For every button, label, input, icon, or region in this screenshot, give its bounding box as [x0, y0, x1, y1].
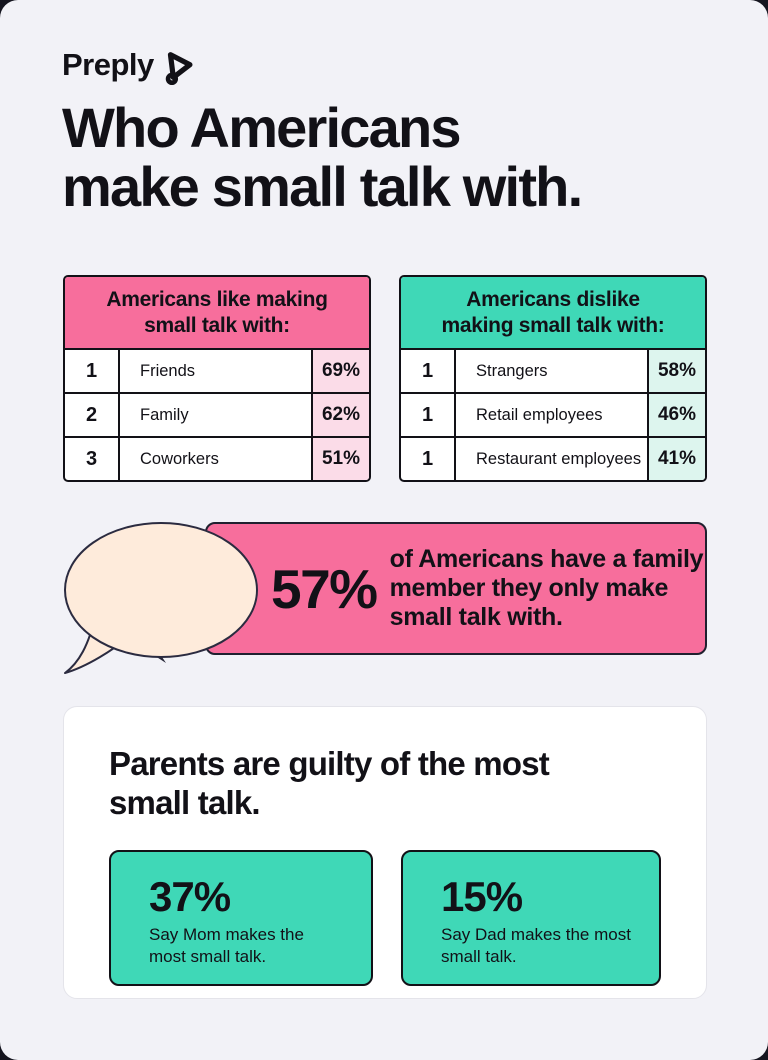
brand-wordmark: Preply [62, 47, 154, 82]
table-row: 1 Restaurant employees 41% [401, 438, 705, 480]
rank-cell: 3 [65, 438, 120, 480]
rank-cell: 1 [65, 350, 120, 392]
mom-stat-value: 37% [149, 872, 231, 920]
like-small-talk-table: Americans like making small talk with: 1… [63, 275, 371, 482]
value-cell: 58% [649, 350, 705, 392]
rank-cell: 2 [65, 394, 120, 436]
label-cell: Restaurant employees [456, 438, 649, 480]
table-row: 2 Family 62% [65, 394, 369, 438]
value-cell: 51% [313, 438, 369, 480]
mom-stat-box: 37% Say Mom makes the most small talk. [109, 849, 373, 986]
dad-stat-value: 15% [441, 872, 523, 920]
like-table-header: Americans like making small talk with: [65, 277, 369, 350]
brand-logo: Preply [62, 46, 197, 85]
preply-logo-icon [165, 52, 193, 85]
value-cell: 46% [649, 394, 705, 436]
rank-cell: 1 [401, 394, 456, 436]
dislike-small-talk-table: Americans dislike making small talk with… [399, 275, 707, 482]
page-title-line1: Who Americans [62, 96, 462, 159]
dislike-table-header: Americans dislike making small talk with… [401, 277, 705, 350]
value-cell: 41% [649, 438, 705, 480]
table-row: 1 Strangers 58% [401, 350, 705, 394]
dad-stat-box: 15% Say Dad makes the most small talk. [401, 849, 661, 986]
table-row: 1 Retail employees 46% [401, 394, 705, 438]
banner-stat-text: of Americans have a family member they o… [389, 545, 704, 631]
page-title: Who Americans make small talk with. [62, 98, 722, 217]
family-stat-banner: 57% of Americans have a family member th… [205, 522, 707, 655]
label-cell: Coworkers [120, 438, 313, 480]
parents-card: Parents are guilty of the most small tal… [63, 706, 707, 999]
value-cell: 69% [313, 350, 369, 392]
mom-stat-caption: Say Mom makes the most small talk. [149, 924, 304, 966]
parents-stats-row: 37% Say Mom makes the most small talk. 1… [109, 849, 661, 986]
value-cell: 62% [313, 394, 369, 436]
label-cell: Strangers [456, 350, 649, 392]
dad-stat-caption: Say Dad makes the most small talk. [441, 924, 631, 966]
speech-bubble-illustration [64, 522, 258, 674]
label-cell: Family [120, 394, 313, 436]
page-title-line2: make small talk with. [62, 155, 583, 219]
table-row: 3 Coworkers 51% [65, 438, 369, 480]
banner-stat-value: 57% [271, 557, 378, 620]
label-cell: Retail employees [456, 394, 649, 436]
rank-cell: 1 [401, 350, 456, 392]
label-cell: Friends [120, 350, 313, 392]
rank-cell: 1 [401, 438, 456, 480]
table-row: 1 Friends 69% [65, 350, 369, 394]
parents-heading: Parents are guilty of the most small tal… [109, 745, 550, 821]
